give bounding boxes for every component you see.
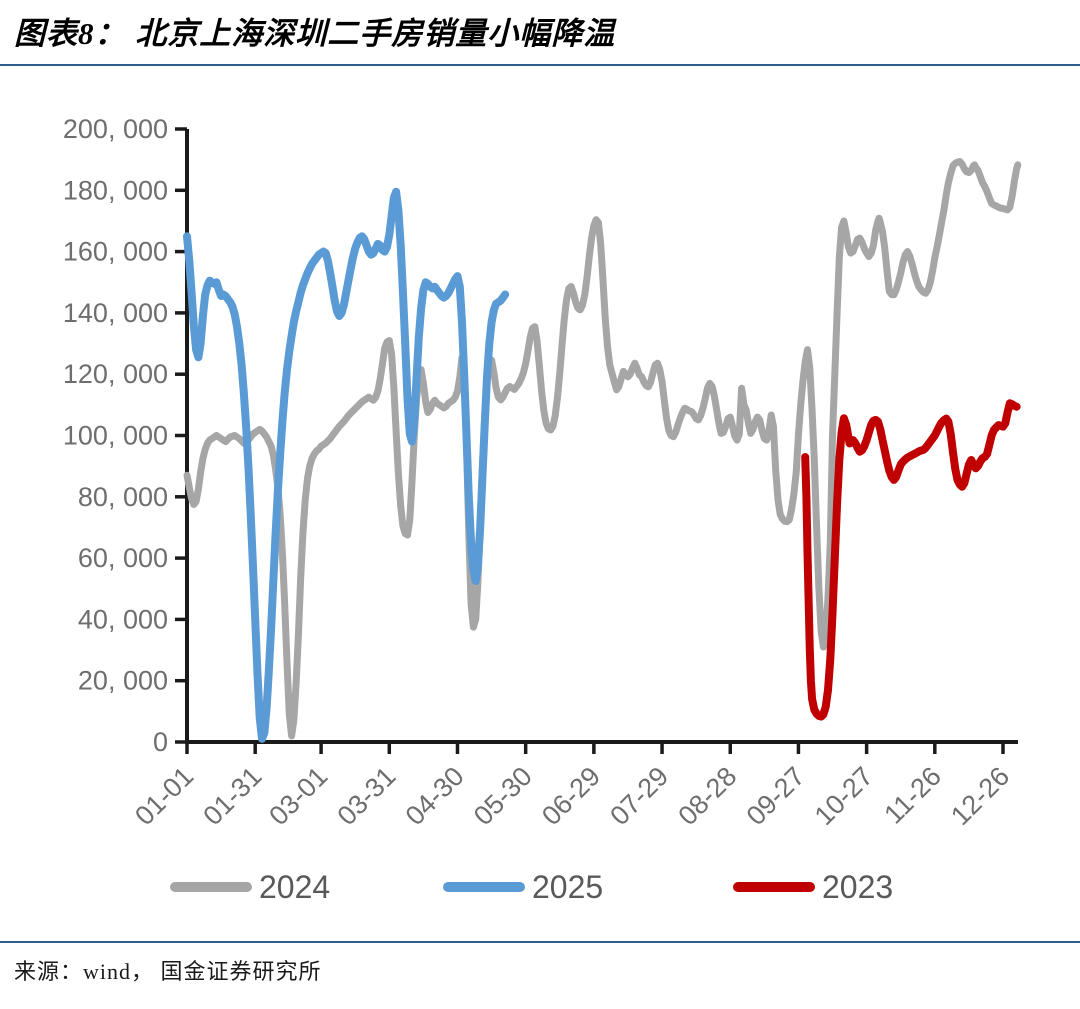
legend-label-2024: 2024 [259,869,330,905]
y-axis-label: 20, 000 [78,666,168,696]
x-axis-label: 11-26 [878,761,947,830]
series-line-2024 [183,158,1022,740]
x-axis-label: 05-30 [468,761,538,831]
x-axis-label: 12-26 [945,761,1015,831]
y-axis-label: 0 [153,727,168,757]
y-axis-label: 100, 000 [63,421,168,451]
title-rule [0,64,1080,66]
y-axis-label: 120, 000 [63,359,168,389]
y-axis-label: 180, 000 [63,175,168,205]
x-axis-label: 06-29 [536,761,606,831]
x-axis-label: 01-01 [129,761,199,831]
x-axis-label: 01-31 [197,761,267,831]
x-axis-label: 04-30 [400,761,470,831]
source-note: 来源：wind， 国金证券研究所 [14,959,322,984]
x-axis-label: 08-28 [672,761,742,831]
y-axis-label: 40, 000 [78,604,168,634]
series-line-2023 [801,399,1021,721]
x-axis-label: 03-31 [331,761,401,831]
x-axis-label: 10-27 [809,761,879,831]
legend-label-2025: 2025 [532,869,603,905]
x-axis-label: 07-29 [604,761,674,831]
y-axis-label: 80, 000 [78,482,168,512]
y-axis-label: 160, 000 [63,237,168,267]
x-axis-label: 03-01 [263,761,333,831]
y-axis-label: 60, 000 [78,543,168,573]
figure-title: 图表8： 北京上海深圳二手房销量小幅降温 [14,16,616,51]
footer-rule [0,941,1080,943]
series-line-2025 [183,187,510,743]
y-axis-label: 140, 000 [63,298,168,328]
y-axis-label: 200, 000 [63,114,168,144]
legend-label-2023: 2023 [822,869,893,905]
x-axis-label: 09-27 [741,761,811,831]
